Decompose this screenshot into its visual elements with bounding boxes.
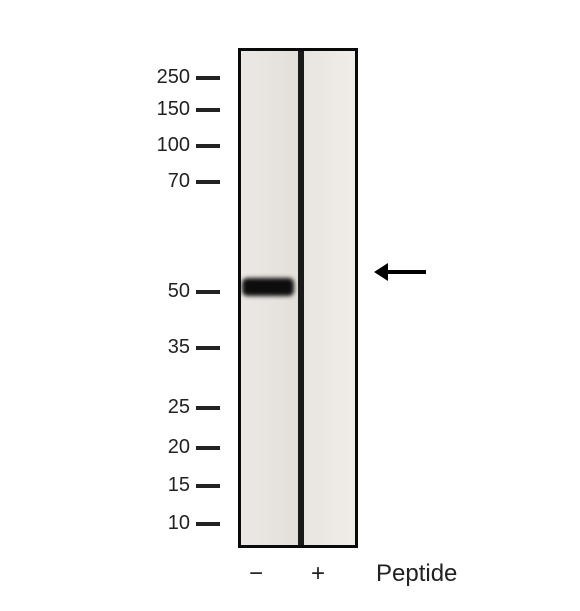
mw-tick-70 xyxy=(196,180,220,184)
mw-label-20: 20 xyxy=(168,436,190,459)
mw-tick-250 xyxy=(196,76,220,80)
mw-label-150: 150 xyxy=(157,98,190,121)
mw-label-70: 70 xyxy=(168,170,190,193)
mw-label-10: 10 xyxy=(168,512,190,535)
mw-tick-35 xyxy=(196,346,220,350)
western-blot-figure: 250 150 100 70 50 35 25 20 15 10 −+ Peptide xyxy=(0,0,580,611)
mw-label-50: 50 xyxy=(168,280,190,303)
mw-tick-20 xyxy=(196,446,220,450)
mw-tick-10 xyxy=(196,522,220,526)
lane-label-peptide: Peptide xyxy=(376,560,457,588)
mw-tick-150 xyxy=(196,108,220,112)
arrow-head xyxy=(374,263,388,281)
arrow-shaft xyxy=(388,270,426,274)
mw-label-15: 15 xyxy=(168,474,190,497)
mw-tick-15 xyxy=(196,484,220,488)
mw-tick-25 xyxy=(196,406,220,410)
mw-tick-50 xyxy=(196,290,220,294)
mw-label-250: 250 xyxy=(157,66,190,89)
mw-label-25: 25 xyxy=(168,396,190,419)
lane-label-−: − xyxy=(236,560,276,588)
blot-membrane xyxy=(238,48,358,548)
mw-label-100: 100 xyxy=(157,134,190,157)
lane-label-+: + xyxy=(298,560,338,588)
band-pointer-arrow xyxy=(374,263,426,281)
mw-tick-100 xyxy=(196,144,220,148)
mw-label-35: 35 xyxy=(168,336,190,359)
blot-outer-border xyxy=(238,48,358,548)
